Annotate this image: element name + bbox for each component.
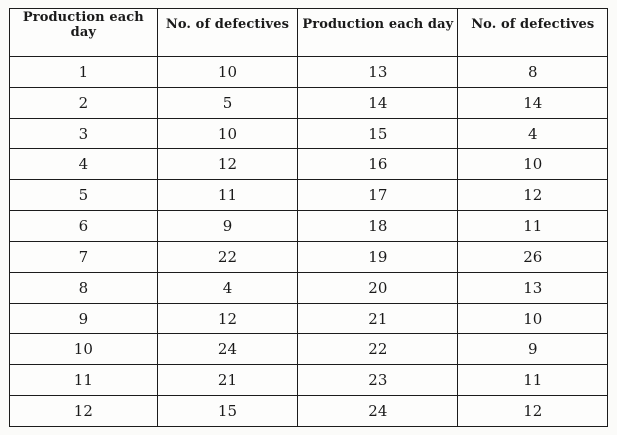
table-cell: 22: [297, 333, 459, 366]
table-cell: 24: [297, 395, 459, 427]
table-cell: 3: [9, 117, 158, 150]
table-cell: 11: [156, 179, 299, 212]
table-cell: 12: [457, 395, 608, 427]
table-body: 1 10 13 8 2 5 14 14 3 10 15 4 4 12 16 10 5 11 17 12 6 9 18 11 7 2…: [9, 56, 608, 427]
table-cell: 12: [9, 395, 158, 427]
table-cell: 14: [457, 86, 608, 119]
table-cell: 4: [156, 271, 299, 304]
table-row: 12 15 24 12: [9, 395, 608, 427]
header-defectives-1: No. of defectives: [156, 8, 299, 57]
table-cell: 4: [9, 148, 158, 181]
table-cell: 9: [156, 210, 299, 242]
table-cell: 16: [297, 148, 459, 181]
table-cell: 22: [156, 240, 299, 273]
table-cell: 7: [9, 240, 158, 273]
table-cell: 13: [297, 56, 459, 88]
table-cell: 19: [297, 240, 459, 273]
table-cell: 10: [9, 333, 158, 366]
table-cell: 15: [156, 395, 299, 427]
table-cell: 17: [297, 179, 459, 212]
table-cell: 20: [297, 271, 459, 304]
table-cell: 6: [9, 210, 158, 242]
table-cell: 5: [9, 179, 158, 212]
table-row: 8 4 20 13: [9, 271, 608, 304]
table-row: 4 12 16 10: [9, 148, 608, 181]
table-cell: 12: [457, 179, 608, 212]
table-cell: 18: [297, 210, 459, 242]
table-row: 1 10 13 8: [9, 56, 608, 88]
table-cell: 24: [156, 333, 299, 366]
table-cell: 15: [297, 117, 459, 150]
table-cell: 5: [156, 86, 299, 119]
header-row: Production each day No. of defectives Pr…: [9, 8, 608, 57]
table-row: 3 10 15 4: [9, 117, 608, 150]
table-row: 9 12 21 10: [9, 302, 608, 335]
table-cell: 12: [156, 148, 299, 181]
table-row: 5 11 17 12: [9, 179, 608, 212]
table-cell: 8: [9, 271, 158, 304]
table-cell: 12: [156, 302, 299, 335]
table-cell: 21: [297, 302, 459, 335]
header-production-1: Production each day: [9, 8, 158, 57]
table-cell: 10: [156, 56, 299, 88]
table-cell: 11: [457, 210, 608, 242]
table-row: 2 5 14 14: [9, 86, 608, 119]
table-cell: 26: [457, 240, 608, 273]
table-cell: 9: [9, 302, 158, 335]
table-row: 6 9 18 11: [9, 210, 608, 242]
table-header: Production each day No. of defectives Pr…: [9, 8, 608, 57]
table-row: 7 22 19 26: [9, 240, 608, 273]
table-row: 10 24 22 9: [9, 333, 608, 366]
table-cell: 8: [457, 56, 608, 88]
table-cell: 13: [457, 271, 608, 304]
table-cell: 10: [457, 302, 608, 335]
table-cell: 10: [457, 148, 608, 181]
table-cell: 14: [297, 86, 459, 119]
table-row: 11 21 23 11: [9, 364, 608, 397]
table-cell: 2: [9, 86, 158, 119]
table-cell: 21: [156, 364, 299, 397]
table-cell: 1: [9, 56, 158, 88]
table-cell: 10: [156, 117, 299, 150]
table-cell: 11: [457, 364, 608, 397]
defectives-table: Production each day No. of defectives Pr…: [9, 8, 608, 427]
header-defectives-2: No. of defectives: [457, 8, 608, 57]
table-cell: 11: [9, 364, 158, 397]
table-cell: 9: [457, 333, 608, 366]
table-cell: 23: [297, 364, 459, 397]
table-cell: 4: [457, 117, 608, 150]
header-production-2: Production each day: [297, 8, 459, 57]
